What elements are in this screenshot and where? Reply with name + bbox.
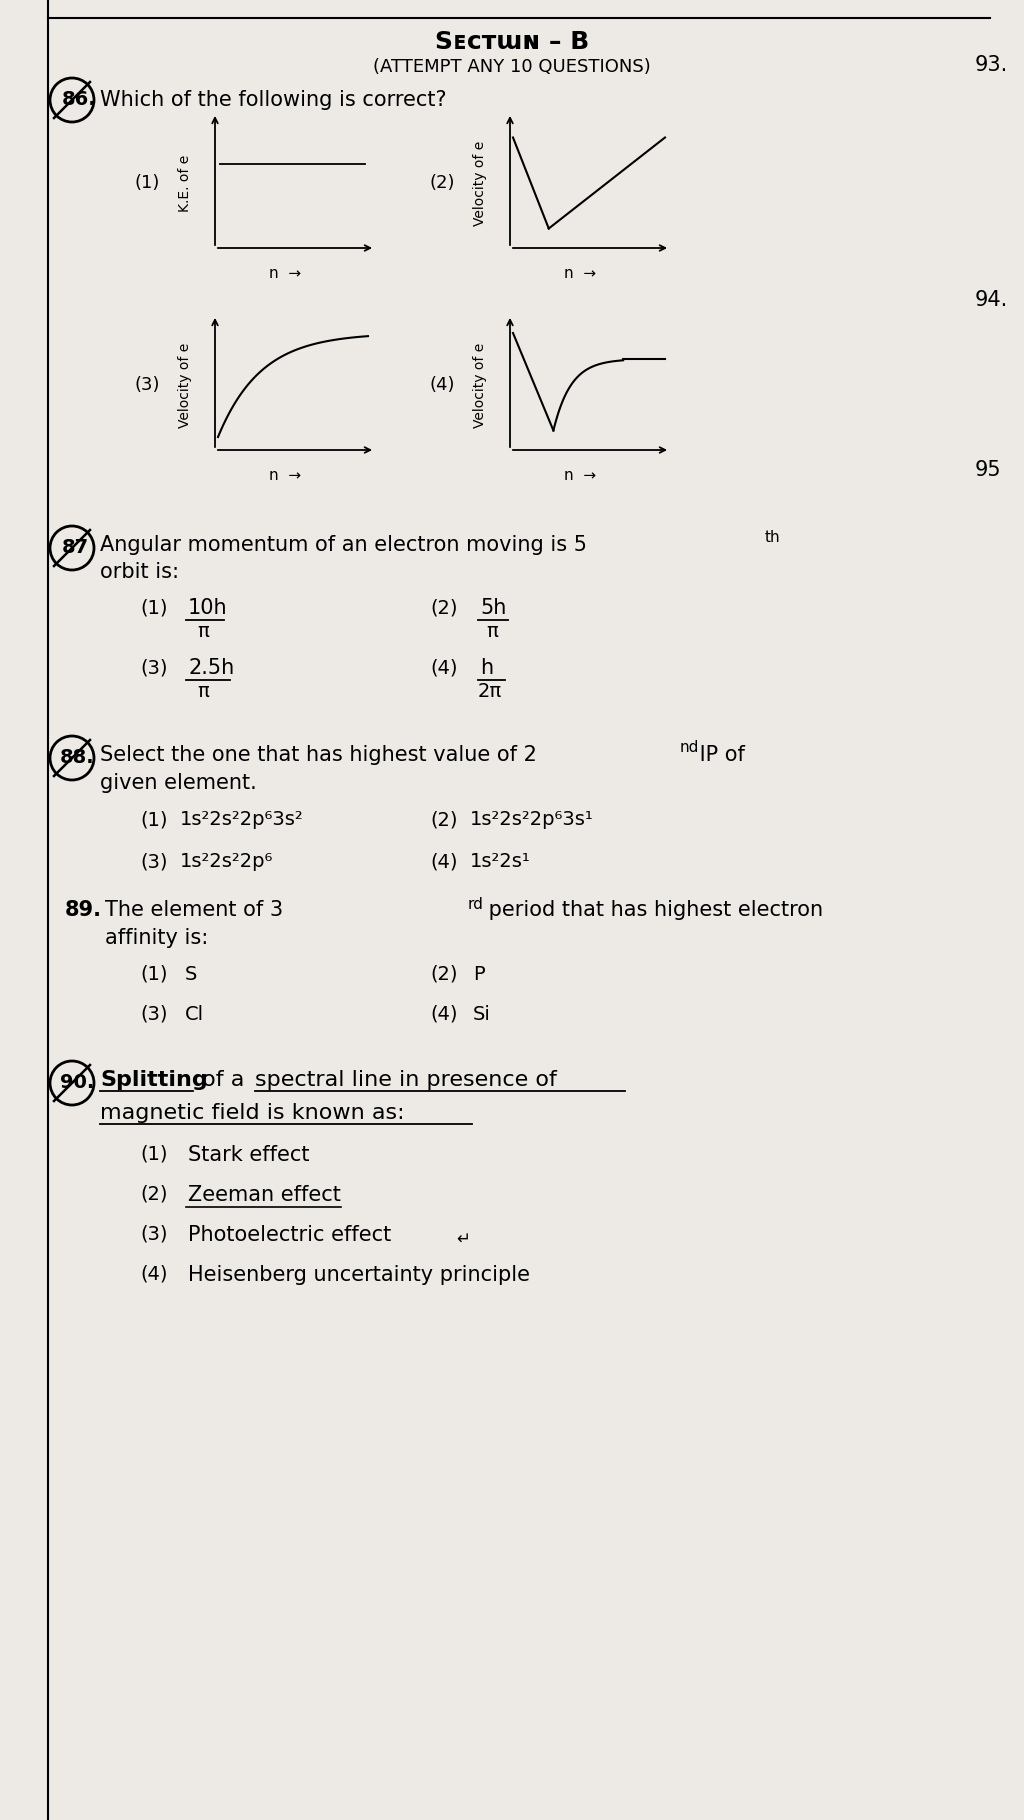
Text: 88.: 88. [60, 748, 94, 766]
Text: 5h: 5h [480, 599, 507, 619]
Text: 2π: 2π [478, 682, 502, 701]
Text: π: π [197, 622, 209, 641]
Text: (3): (3) [140, 852, 168, 872]
Text: spectral line in presence of: spectral line in presence of [255, 1070, 557, 1090]
Text: (4): (4) [430, 852, 458, 872]
Text: orbit is:: orbit is: [100, 562, 179, 582]
Text: (4): (4) [140, 1265, 168, 1283]
Text: S: S [185, 965, 198, 985]
Text: h: h [480, 659, 494, 679]
Text: 1s²2s²2p⁶3s¹: 1s²2s²2p⁶3s¹ [470, 810, 594, 828]
Text: 95: 95 [975, 460, 1001, 480]
Text: (ATTEMPT ANY 10 QUESTIONS): (ATTEMPT ANY 10 QUESTIONS) [373, 58, 651, 76]
Text: (2): (2) [430, 599, 458, 617]
Text: Velocity of e: Velocity of e [178, 342, 193, 428]
Text: (4): (4) [429, 377, 455, 393]
Text: 10h: 10h [188, 599, 227, 619]
Text: Photoelectric effect: Photoelectric effect [188, 1225, 391, 1245]
Text: 86.: 86. [62, 89, 96, 109]
Text: period that has highest electron: period that has highest electron [482, 901, 823, 919]
Text: The element of 3: The element of 3 [105, 901, 283, 919]
Text: 1s²2s¹: 1s²2s¹ [470, 852, 530, 872]
Text: 89.: 89. [65, 901, 102, 919]
Text: (1): (1) [140, 810, 168, 828]
Text: 94.: 94. [975, 289, 1009, 309]
Text: 90.: 90. [60, 1074, 94, 1092]
Text: (2): (2) [429, 175, 455, 191]
Text: of a: of a [195, 1070, 252, 1090]
Text: P: P [473, 965, 484, 985]
Text: (1): (1) [140, 1145, 168, 1165]
Text: Splitting: Splitting [100, 1070, 208, 1090]
Text: (1): (1) [140, 965, 168, 985]
Text: Sᴇᴄᴛɯɴ – B: Sᴇᴄᴛɯɴ – B [435, 29, 589, 55]
Text: affinity is:: affinity is: [105, 928, 208, 948]
Text: nd: nd [680, 741, 699, 755]
Text: Stark effect: Stark effect [188, 1145, 309, 1165]
Text: Velocity of e: Velocity of e [473, 342, 487, 428]
Text: Velocity of e: Velocity of e [473, 140, 487, 226]
Text: π: π [486, 622, 498, 641]
Text: n  →: n → [268, 266, 301, 280]
Text: n  →: n → [563, 266, 596, 280]
Text: Heisenberg uncertainty principle: Heisenberg uncertainty principle [188, 1265, 530, 1285]
Text: 93.: 93. [975, 55, 1009, 75]
Text: (2): (2) [140, 1185, 168, 1205]
Text: 1s²2s²2p⁶3s²: 1s²2s²2p⁶3s² [180, 810, 304, 828]
Text: K.E. of e: K.E. of e [178, 155, 193, 211]
Text: (3): (3) [140, 1005, 168, 1025]
Text: Si: Si [473, 1005, 490, 1025]
Text: (3): (3) [140, 1225, 168, 1245]
Text: Select the one that has highest value of 2: Select the one that has highest value of… [100, 744, 537, 764]
Text: (4): (4) [430, 1005, 458, 1025]
Text: n  →: n → [268, 468, 301, 482]
Text: 87: 87 [62, 539, 89, 557]
Text: given element.: given element. [100, 774, 257, 794]
Text: th: th [765, 530, 780, 544]
Text: (4): (4) [430, 659, 458, 677]
Text: (2): (2) [430, 810, 458, 828]
Text: n  →: n → [563, 468, 596, 482]
Text: Cl: Cl [185, 1005, 204, 1025]
Text: (3): (3) [134, 377, 160, 393]
Text: (2): (2) [430, 965, 458, 985]
Text: magnetic field is known as:: magnetic field is known as: [100, 1103, 404, 1123]
Text: (1): (1) [140, 599, 168, 617]
Text: Zeeman effect: Zeeman effect [188, 1185, 341, 1205]
Text: ↵: ↵ [456, 1230, 470, 1249]
Text: IP of: IP of [693, 744, 744, 764]
Text: rd: rd [468, 897, 484, 912]
Text: Angular momentum of an electron moving is 5: Angular momentum of an electron moving i… [100, 535, 587, 555]
Text: Which of the following is correct?: Which of the following is correct? [100, 89, 446, 109]
Text: 2.5h: 2.5h [188, 659, 234, 679]
Text: π: π [197, 682, 209, 701]
Text: (3): (3) [140, 659, 168, 677]
Text: 1s²2s²2p⁶: 1s²2s²2p⁶ [180, 852, 273, 872]
Text: (1): (1) [134, 175, 160, 191]
